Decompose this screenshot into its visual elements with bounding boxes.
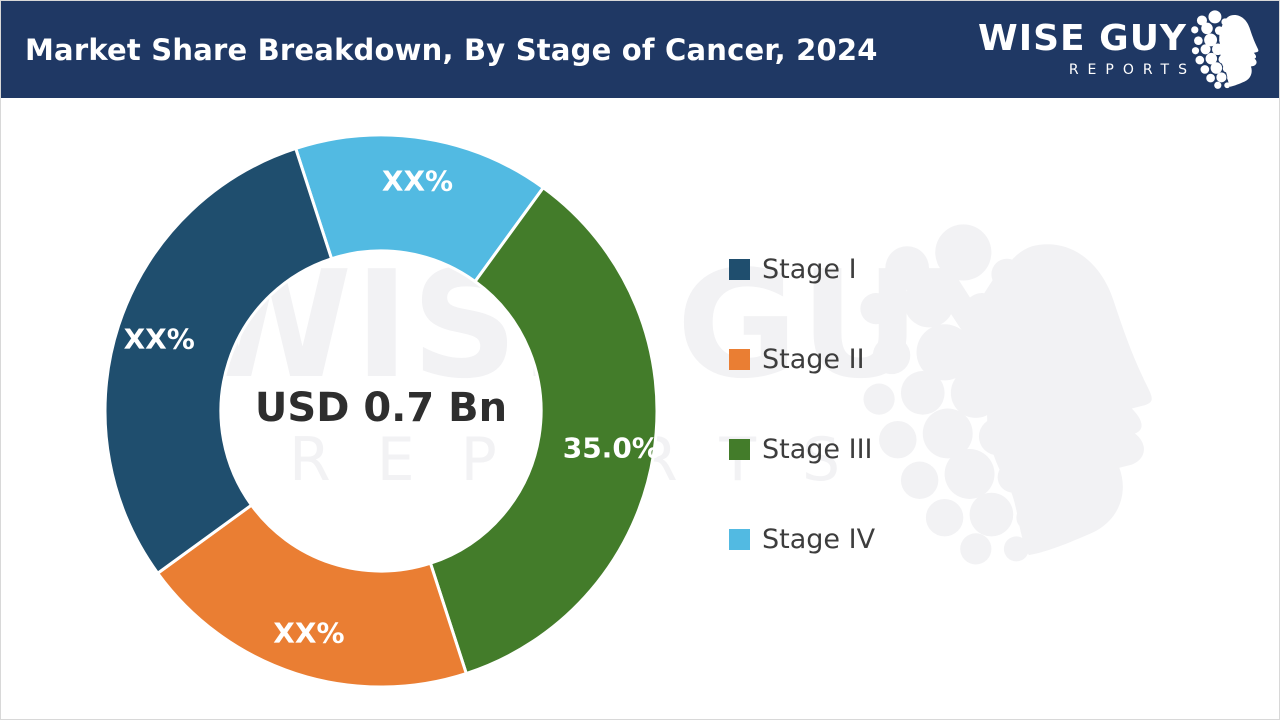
header: Market Share Breakdown, By Stage of Canc… — [1, 1, 1279, 98]
legend-label-stage-iii: Stage III — [762, 433, 873, 465]
legend-item-stage-ii: Stage II — [729, 342, 875, 376]
donut-segment-stage-i — [103, 146, 334, 576]
brand-name-text: WISE GUY — [977, 18, 1187, 59]
legend-swatch-stage-i — [729, 258, 750, 280]
segment-label-stage-iii: 35.0% — [563, 431, 660, 464]
donut-segment-stage-iii — [428, 185, 659, 676]
segment-label-stage-iv: XX% — [382, 165, 453, 198]
legend-item-stage-i: Stage I — [729, 252, 875, 286]
brand-wordmark: WISE GUY REPORTS — [977, 18, 1187, 79]
brand-logo: WISE GUY REPORTS — [978, 9, 1261, 91]
legend-label-stage-ii: Stage II — [762, 343, 865, 375]
segment-label-stage-ii: XX% — [273, 617, 344, 650]
legend-item-stage-iv: Stage IV — [729, 522, 875, 556]
page-title: Market Share Breakdown, By Stage of Canc… — [25, 32, 878, 67]
donut-segment-stage-ii — [155, 502, 469, 689]
chart-legend: Stage I Stage II Stage III Stage IV — [729, 252, 875, 556]
legend-swatch-stage-ii — [729, 348, 750, 370]
legend-item-stage-iii: Stage III — [729, 432, 875, 466]
legend-label-stage-i: Stage I — [762, 253, 857, 285]
face-watermark-icon — [851, 221, 1163, 571]
wiseguy-face-icon — [1189, 9, 1261, 91]
legend-swatch-stage-iv — [729, 528, 750, 550]
legend-swatch-stage-iii — [729, 438, 750, 460]
legend-label-stage-iv: Stage IV — [762, 523, 876, 555]
segment-label-stage-i: XX% — [124, 323, 195, 356]
donut-chart: XX% 35.0% XX% XX% — [103, 133, 660, 689]
brand-subname-text: REPORTS — [1068, 62, 1196, 78]
chart-center-value: USD 0.7 Bn — [254, 385, 508, 431]
